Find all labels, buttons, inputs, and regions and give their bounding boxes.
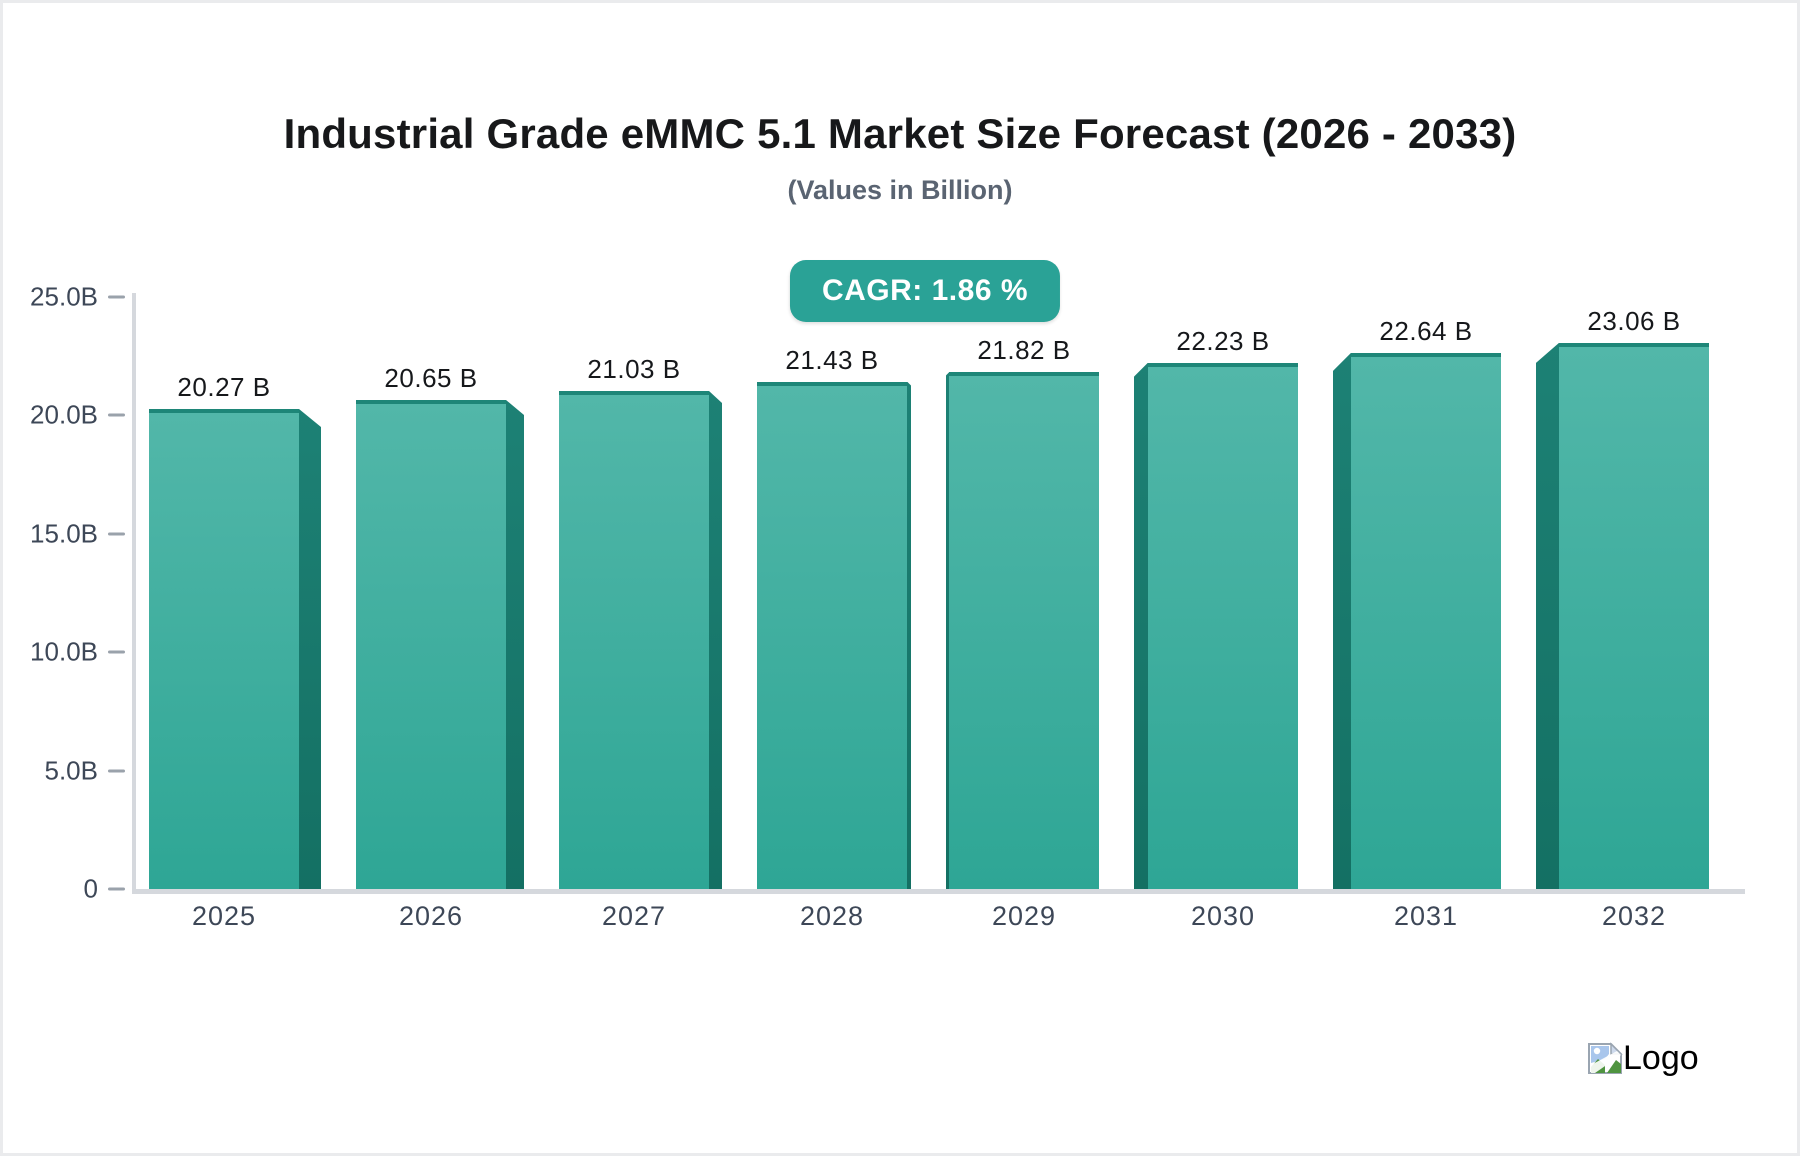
y-tick-15.0B: 15.0B [3, 518, 125, 549]
chart-subtitle: (Values in Billion) [787, 175, 1013, 205]
x-axis-label-2031: 2031 [1393, 901, 1459, 931]
y-tick-label: 0 [83, 873, 98, 904]
y-tick-label: 10.0B [30, 636, 98, 667]
tick-mark [108, 650, 125, 654]
bar-value-label: 22.64 B [1379, 315, 1473, 346]
bar-face [949, 372, 1099, 889]
bar-group-2031: 22.64 B 2031 [1333, 316, 1501, 931]
bar-value-label: 21.43 B [785, 344, 879, 375]
bar-face [149, 409, 299, 889]
bar-side-face [1134, 362, 1148, 889]
bar-value-label: 21.82 B [977, 335, 1071, 366]
tick-mark [108, 295, 125, 299]
bar-side-face [907, 381, 911, 889]
bar-side-face [1536, 342, 1559, 889]
bar-face [1148, 362, 1298, 889]
bar-side-face [506, 400, 524, 889]
x-axis-label-2030: 2030 [1190, 901, 1256, 931]
x-axis-label-2027: 2027 [601, 901, 667, 931]
bar-face [356, 400, 506, 889]
bar-group-2026: 20.65 B 2026 [356, 363, 524, 931]
tick-mark [108, 532, 125, 536]
x-axis-label-2032: 2032 [1601, 901, 1667, 931]
bar-group-2029: 21.82 B 2029 [946, 335, 1099, 931]
bar-side-face [946, 372, 949, 889]
bar-value-label: 21.03 B [587, 354, 681, 384]
bar-group-2032: 23.06 B 2032 [1536, 306, 1709, 931]
bar-group-2028: 21.43 B 2028 [757, 345, 911, 931]
tick-mark [108, 769, 125, 773]
bar-value-label: 20.65 B [384, 363, 478, 393]
y-axis-line [132, 293, 136, 894]
bar-group-2030: 22.23 B 2030 [1134, 326, 1298, 931]
broken-image-icon [1588, 1042, 1623, 1074]
y-tick-20.0B: 20.0B [3, 400, 125, 431]
bar-group-2027: 21.03 B 2027 [559, 354, 722, 931]
x-axis-label-2028: 2028 [799, 901, 865, 931]
cagr-badge: CAGR: 1.86 % [789, 260, 1061, 322]
tick-mark [108, 887, 125, 891]
bar-face [1351, 352, 1501, 889]
bar-value-label: 23.06 B [1587, 305, 1681, 336]
y-tick-label: 20.0B [30, 399, 98, 430]
tick-mark [108, 413, 125, 417]
y-tick-label: 15.0B [30, 518, 98, 549]
y-tick-5.0B: 5.0B [3, 755, 125, 786]
bar-value-label: 22.23 B [1176, 325, 1270, 356]
y-tick-label: 5.0B [44, 755, 99, 786]
bar-face [757, 381, 907, 889]
bar-side-face [709, 391, 722, 889]
bar-face [559, 391, 709, 889]
y-tick-25.0B: 25.0B [3, 282, 125, 313]
bar-side-face [1333, 352, 1351, 889]
logo-text: Logo [1623, 1039, 1699, 1077]
x-axis-line [132, 889, 1745, 894]
bar-group-2025: 20.27 B 2025 [149, 372, 321, 931]
bar-value-label: 20.27 B [177, 372, 271, 402]
y-tick-10.0B: 10.0B [3, 637, 125, 668]
y-tick-0: 0 [3, 874, 125, 905]
x-axis-label-2026: 2026 [398, 901, 464, 931]
y-tick-label: 25.0B [30, 281, 98, 312]
bar-face [1559, 342, 1709, 889]
logo: Logo [1587, 1041, 1699, 1075]
x-axis-label-2025: 2025 [191, 901, 257, 931]
x-axis-label-2029: 2029 [991, 901, 1057, 931]
chart-title: Industrial Grade eMMC 5.1 Market Size Fo… [283, 110, 1517, 157]
bars-row: 20.27 B 2025 20.65 B 2026 21.03 B 2027 21.43 B… [149, 297, 1709, 931]
bar-side-face [299, 409, 321, 889]
